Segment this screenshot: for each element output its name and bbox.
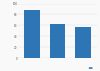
Bar bbox=[24, 10, 40, 58]
Bar bbox=[50, 24, 65, 58]
Bar bbox=[75, 26, 91, 58]
